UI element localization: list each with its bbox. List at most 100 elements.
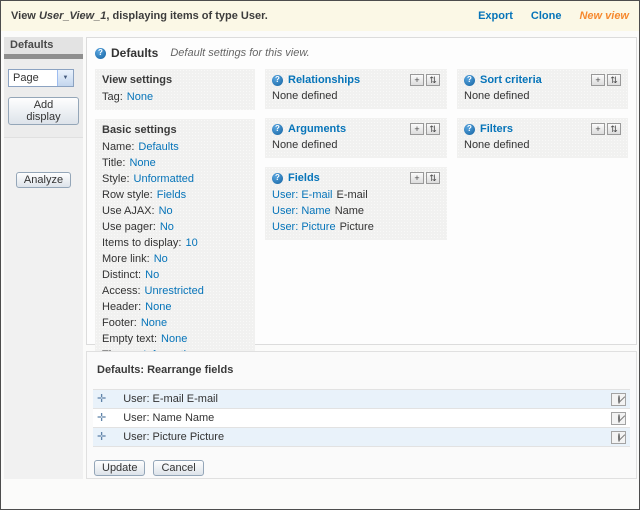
setting-label: Distinct: <box>102 269 142 281</box>
field-item: User: E-mail E-mail <box>272 187 440 203</box>
rearrange-fields-panel: Defaults: Rearrange fields ✛ User: E-mai… <box>86 351 637 479</box>
display-settings-header: ? Defaults Default settings for this vie… <box>87 38 636 64</box>
arguments-empty: None defined <box>272 139 338 151</box>
help-icon[interactable]: ? <box>464 123 475 135</box>
add-display-section: Page ▼ Add display <box>4 59 83 138</box>
rearrange-icon[interactable]: ⇅ <box>426 172 440 184</box>
page-title: View User_View_1, displaying items of ty… <box>11 10 268 22</box>
field-link[interactable]: User: E-mail <box>272 189 333 201</box>
export-link[interactable]: Export <box>478 10 513 22</box>
fields-title-link[interactable]: Fields <box>288 172 320 184</box>
column-basic: View settings Tag: None Basic settings Na… <box>95 69 255 377</box>
help-icon[interactable]: ? <box>464 74 475 86</box>
fields-buttons: + ⇅ <box>410 172 440 184</box>
tab-defaults[interactable]: Defaults <box>4 37 83 54</box>
rearrange-icon[interactable]: ⇅ <box>607 74 621 86</box>
field-item: User: Picture Picture <box>272 219 440 235</box>
drag-handle-icon[interactable]: ✛ <box>97 411 107 424</box>
setting-label: Name: <box>102 141 135 153</box>
setting-row: Header: None <box>102 299 248 315</box>
add-icon[interactable]: + <box>410 172 424 184</box>
setting-value-link[interactable]: None <box>140 317 168 329</box>
add-icon[interactable]: + <box>591 74 605 86</box>
setting-row: More link: No <box>102 251 248 267</box>
add-icon[interactable]: + <box>410 74 424 86</box>
display-settings-panel: ? Defaults Default settings for this vie… <box>86 37 637 368</box>
setting-label: Title: <box>102 157 126 169</box>
setting-label: Use AJAX: <box>102 205 155 217</box>
table-row: ✛ User: Picture Picture <box>93 428 630 447</box>
setting-value-link[interactable]: 10 <box>185 237 198 249</box>
cancel-button[interactable]: Cancel <box>153 460 204 476</box>
display-settings-subtitle: Default settings for this view. <box>170 47 310 59</box>
display-type-select[interactable]: Page ▼ <box>8 69 74 87</box>
add-icon[interactable]: + <box>591 123 605 135</box>
clone-link[interactable]: Clone <box>530 10 562 22</box>
help-icon[interactable]: ? <box>272 172 283 184</box>
rearrange-icon[interactable]: ⇅ <box>426 74 440 86</box>
rearrange-icon[interactable]: ⇅ <box>426 123 440 135</box>
setting-row: Title: None <box>102 155 248 171</box>
add-display-button[interactable]: Add display <box>8 97 79 125</box>
setting-value-link[interactable]: No <box>153 253 168 265</box>
setting-value-link[interactable]: No <box>159 221 174 233</box>
sort-criteria-box: ? Sort criteria + ⇅ None defined <box>457 69 628 109</box>
drag-handle-icon[interactable]: ✛ <box>97 392 107 405</box>
setting-value-link[interactable]: Unrestricted <box>144 285 204 297</box>
rearrange-icon[interactable]: ⇅ <box>607 123 621 135</box>
fields-box: ? Fields + ⇅ User: E-mail E-mail User: Na… <box>265 167 447 240</box>
filters-header: ? Filters + ⇅ <box>464 123 621 135</box>
setting-value-link[interactable]: None <box>161 333 188 345</box>
settings-columns: View settings Tag: None Basic settings Na… <box>87 64 636 382</box>
table-row: ✛ User: Name Name <box>93 409 630 428</box>
update-button[interactable]: Update <box>94 460 146 476</box>
setting-value-link[interactable]: Unformatted <box>133 173 195 185</box>
add-icon[interactable]: + <box>410 123 424 135</box>
help-icon[interactable]: ? <box>95 47 106 59</box>
help-icon[interactable]: ? <box>272 74 283 86</box>
drag-handle-icon[interactable]: ✛ <box>97 430 107 443</box>
analyze-button[interactable]: Analyze <box>15 172 72 188</box>
setting-label: More link: <box>102 253 150 265</box>
remove-icon <box>617 432 620 442</box>
new-view-link[interactable]: New view <box>579 10 629 22</box>
arguments-header: ? Arguments + ⇅ <box>272 123 440 135</box>
setting-value-link[interactable]: None <box>126 91 154 103</box>
setting-label: Header: <box>102 301 142 313</box>
setting-value-link[interactable]: No <box>145 269 160 281</box>
topbar: View User_View_1, displaying items of ty… <box>1 1 639 31</box>
remove-button[interactable] <box>611 392 626 406</box>
field-link[interactable]: User: Picture <box>272 221 336 233</box>
setting-row: Distinct: No <box>102 267 248 283</box>
setting-label: Items to display: <box>102 237 182 249</box>
field-link[interactable]: User: Name <box>272 205 331 217</box>
setting-row: Tag: None <box>102 89 248 105</box>
setting-value-link[interactable]: None <box>145 301 172 313</box>
view-settings-title: View settings <box>102 74 173 86</box>
field-label: Picture <box>339 221 374 233</box>
setting-value-link[interactable]: None <box>129 157 156 169</box>
filters-empty: None defined <box>464 139 530 151</box>
remove-button[interactable] <box>611 430 626 444</box>
help-icon[interactable]: ? <box>272 123 283 135</box>
setting-value-link[interactable]: No <box>158 205 173 217</box>
setting-label: Row style: <box>102 189 153 201</box>
sort-criteria-title-link[interactable]: Sort criteria <box>480 74 542 86</box>
filters-title-link[interactable]: Filters <box>480 123 514 135</box>
setting-label: Empty text: <box>102 333 158 345</box>
filters-box: ? Filters + ⇅ None defined <box>457 118 628 158</box>
setting-label: Tag: <box>102 91 123 103</box>
relationships-empty: None defined <box>272 90 338 102</box>
arguments-box: ? Arguments + ⇅ None defined <box>265 118 447 158</box>
relationships-title-link[interactable]: Relationships <box>288 74 361 86</box>
relationships-box: ? Relationships + ⇅ None defined <box>265 69 447 109</box>
setting-label: Access: <box>102 285 141 297</box>
setting-value-link[interactable]: Fields <box>156 189 187 201</box>
displays-sidebar: Defaults Page ▼ Add display Analyze <box>4 37 83 479</box>
remove-button[interactable] <box>611 411 626 425</box>
setting-row: Access: Unrestricted <box>102 283 248 299</box>
arguments-title-link[interactable]: Arguments <box>288 123 347 135</box>
setting-value-link[interactable]: Defaults <box>138 141 179 153</box>
relationships-header: ? Relationships + ⇅ <box>272 74 440 86</box>
